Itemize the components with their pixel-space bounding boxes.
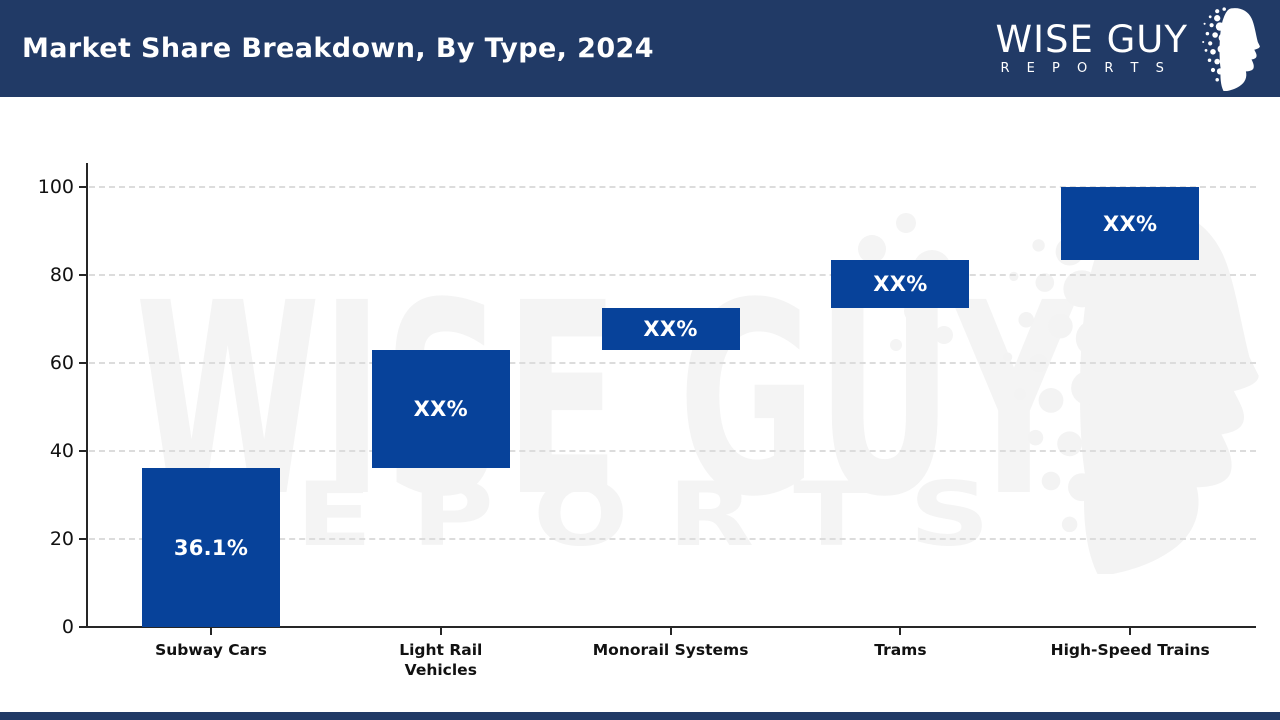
y-tick-mark (79, 538, 86, 540)
bar-value-label: XX% (1103, 211, 1158, 236)
header-bar: Market Share Breakdown, By Type, 2024 WI… (0, 0, 1280, 97)
wiseguy-logo: WISE GUY R E P O R T S (995, 6, 1262, 91)
x-tick-mark (210, 628, 212, 635)
bar-light-rail-vehicles: XX% (371, 349, 510, 469)
bar-monorail-systems: XX% (601, 307, 740, 350)
logo-wordmark: WISE GUY (995, 18, 1188, 62)
category-label-line: Vehicles (404, 661, 477, 680)
y-tick-label: 20 (49, 528, 74, 550)
bar-trams: XX% (831, 260, 970, 308)
category-label-trams: Trams (780, 640, 1020, 660)
category-label-monorail-systems: Monorail Systems (551, 640, 791, 660)
category-label-line: High-Speed Trains (1050, 641, 1210, 659)
x-tick-mark (1129, 628, 1132, 635)
category-label-line: Monorail Systems (592, 641, 749, 659)
logo-subtext: R E P O R T S (1000, 60, 1171, 76)
y-tick-label: 80 (49, 264, 74, 286)
gridline-40 (89, 450, 1256, 452)
wiseguy-logo-text: WISE GUY R E P O R T S (995, 18, 1188, 76)
y-axis-line (86, 163, 88, 628)
page-title: Market Share Breakdown, By Type, 2024 (22, 33, 654, 64)
gridline-20 (89, 538, 1256, 540)
bar-value-label: XX% (643, 316, 698, 341)
category-label-high-speed-trains: High-Speed Trains (1010, 640, 1250, 660)
bar-subway-cars: 36.1% (142, 468, 280, 627)
x-tick-mark (439, 628, 442, 635)
y-tick-mark (79, 186, 86, 188)
gridline-100 (89, 186, 1256, 188)
category-label-line: Light Rail (399, 641, 483, 659)
gridline-80 (89, 274, 1256, 276)
y-tick-mark (79, 362, 86, 364)
y-tick-mark (79, 274, 86, 276)
y-tick-mark (79, 450, 86, 452)
y-tick-label: 0 (61, 616, 74, 638)
y-tick-label: 60 (49, 352, 74, 374)
category-label-light-rail-vehicles: Light Rail Vehicles (321, 640, 561, 681)
category-label-line: Trams (874, 641, 927, 659)
category-label-subway-cars: Subway Cars (91, 640, 331, 660)
bar-value-label: XX% (413, 396, 468, 421)
bar-high-speed-trains: XX% (1061, 187, 1200, 261)
gridline-60 (89, 362, 1256, 364)
y-tick-label: 100 (37, 176, 74, 198)
bar-value-label: XX% (873, 271, 928, 296)
bar-value-label: 36.1% (173, 535, 249, 560)
x-axis-line (86, 626, 1256, 628)
x-tick-mark (899, 628, 902, 635)
x-tick-mark (669, 628, 672, 635)
watermark-subtext: R E P O R T S (170, 463, 990, 566)
footer-bar (0, 712, 1280, 720)
y-tick-label: 40 (49, 440, 74, 462)
y-tick-mark (79, 626, 86, 628)
category-label-line: Subway Cars (155, 641, 267, 659)
